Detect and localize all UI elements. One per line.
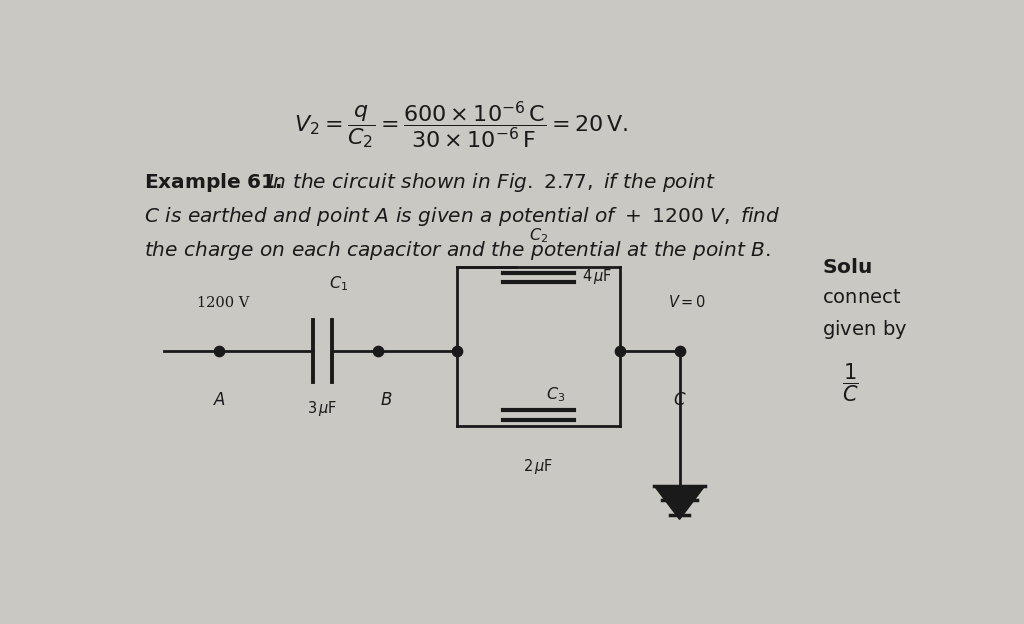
- Text: $C_2$: $C_2$: [528, 227, 548, 245]
- Text: $B$: $B$: [380, 392, 392, 409]
- Point: [672, 346, 688, 356]
- Text: $C$: $C$: [673, 392, 686, 409]
- Text: $\mathrm{connect}$: $\mathrm{connect}$: [822, 290, 901, 307]
- Text: $A$: $A$: [213, 392, 226, 409]
- Text: $V_2 = \dfrac{q}{C_2} = \dfrac{600\times10^{-6}\,\mathrm{C}}{30\times10^{-6}\,\m: $V_2 = \dfrac{q}{C_2} = \dfrac{600\times…: [294, 99, 629, 151]
- Text: $\mathit{C\ is\ earthed\ and\ point\ A\ is\ given\ a\ potential\ of\ +\ 1200\ V,: $\mathit{C\ is\ earthed\ and\ point\ A\ …: [143, 205, 780, 228]
- Text: $4\,\mu\mathrm{F}$: $4\,\mu\mathrm{F}$: [582, 267, 612, 286]
- Text: $\mathit{the\ charge\ on\ each\ capacitor\ and\ the\ potential\ at\ the\ point\ : $\mathit{the\ charge\ on\ each\ capacito…: [143, 239, 771, 261]
- Point: [611, 346, 628, 356]
- Text: $3\,\mu\mathrm{F}$: $3\,\mu\mathrm{F}$: [307, 399, 338, 418]
- Point: [370, 346, 386, 356]
- Text: $\dfrac{1}{C}$: $\dfrac{1}{C}$: [842, 361, 858, 404]
- Text: $C_3$: $C_3$: [546, 385, 565, 404]
- Text: $\mathbf{Example\ 61.}$: $\mathbf{Example\ 61.}$: [143, 172, 283, 195]
- Text: $\mathit{In\ the\ circuit\ shown\ in\ Fig.\ 2.77,\ if\ the\ point}$: $\mathit{In\ the\ circuit\ shown\ in\ Fi…: [267, 172, 716, 195]
- Point: [211, 346, 227, 356]
- Polygon shape: [654, 485, 705, 519]
- Point: [450, 346, 466, 356]
- Text: $V = 0$: $V = 0$: [669, 295, 707, 310]
- Text: $2\,\mu\mathrm{F}$: $2\,\mu\mathrm{F}$: [523, 457, 554, 476]
- Text: 1200 V: 1200 V: [197, 296, 250, 310]
- Text: $\mathbf{Solu}$: $\mathbf{Solu}$: [822, 258, 872, 276]
- Text: $C_1$: $C_1$: [329, 275, 348, 293]
- Text: $\mathrm{given\ by}$: $\mathrm{given\ by}$: [822, 318, 907, 341]
